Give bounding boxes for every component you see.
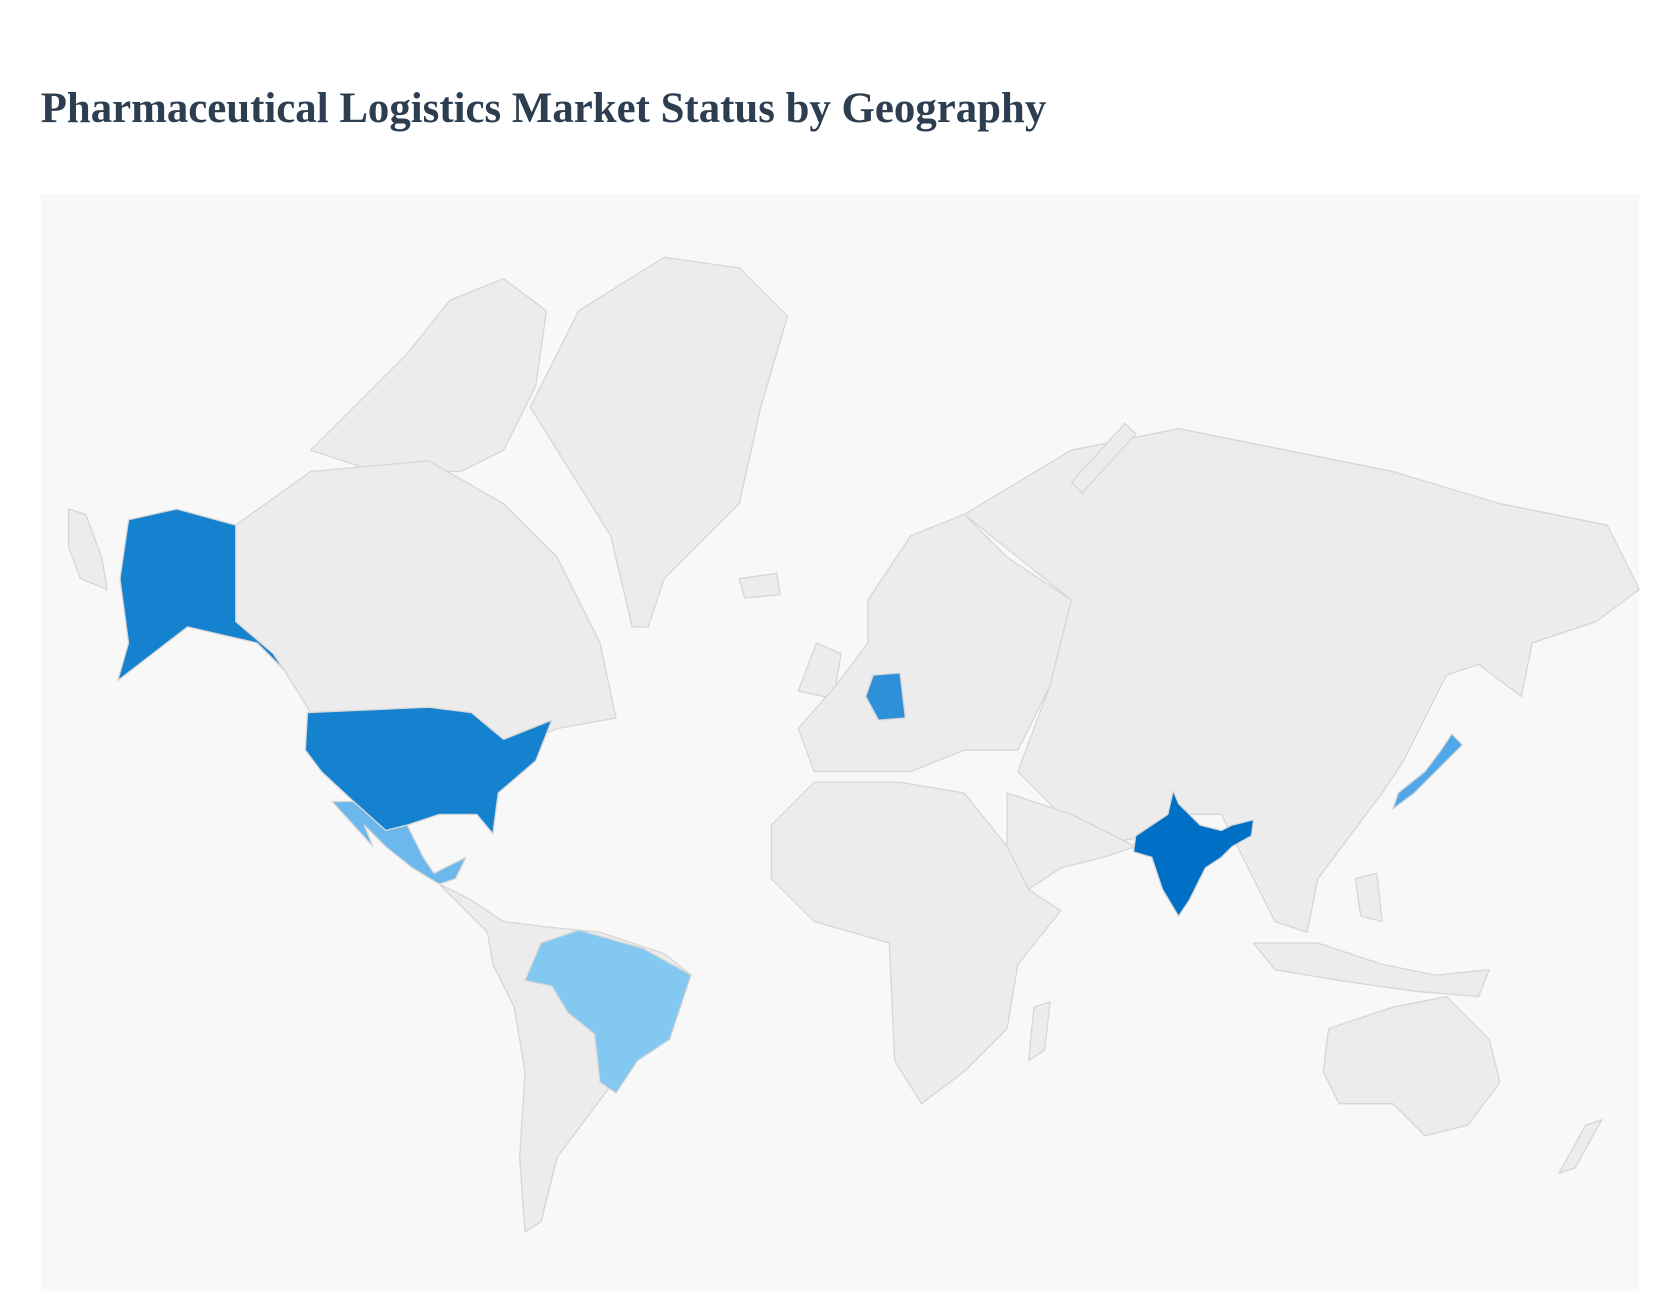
highlighted-country bbox=[865, 672, 906, 721]
land bbox=[770, 781, 1062, 1105]
land bbox=[797, 513, 1073, 773]
highlighted-country bbox=[304, 706, 553, 835]
land bbox=[529, 256, 789, 628]
land bbox=[1027, 1001, 1051, 1062]
highlighted-country bbox=[117, 508, 285, 682]
land bbox=[1322, 995, 1501, 1137]
world-map bbox=[67, 256, 1640, 1233]
land bbox=[1252, 942, 1490, 998]
highlighted-country bbox=[524, 929, 692, 1094]
land bbox=[738, 572, 781, 599]
land bbox=[1070, 422, 1137, 494]
land bbox=[1006, 792, 1137, 891]
land bbox=[67, 508, 108, 591]
highlighted-country bbox=[1392, 733, 1464, 810]
highlighted-country bbox=[331, 800, 467, 885]
land bbox=[235, 460, 617, 751]
title: Pharmaceutical Logistics Market Status b… bbox=[41, 85, 1047, 132]
land bbox=[1354, 872, 1383, 923]
land bbox=[1558, 1119, 1603, 1174]
highlighted-country bbox=[1132, 790, 1255, 917]
land bbox=[797, 642, 842, 700]
